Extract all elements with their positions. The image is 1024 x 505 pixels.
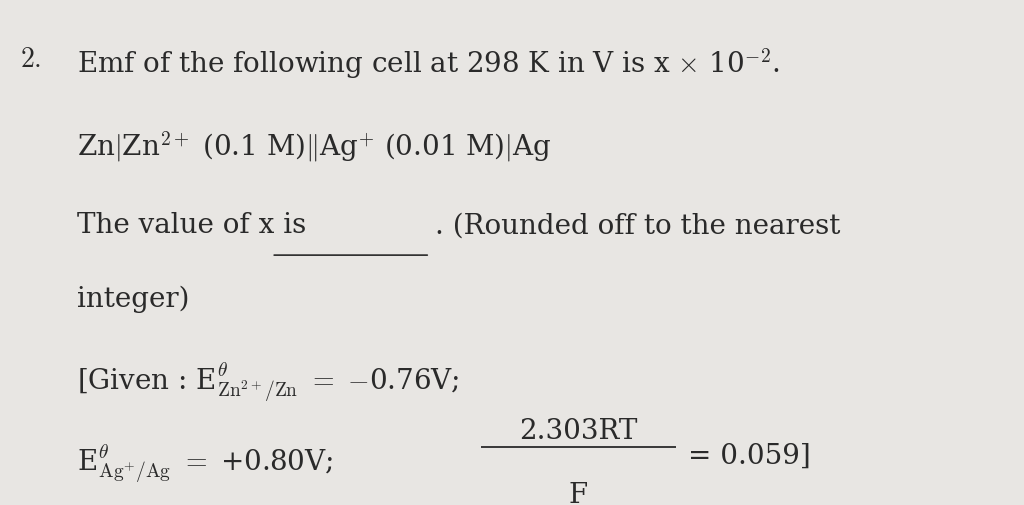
Text: integer): integer) [77, 285, 189, 313]
Text: Zn$|$Zn$^{2+}$ (0.1 M)$\|$Ag$^{+}$ (0.01 M)$|$Ag: Zn$|$Zn$^{2+}$ (0.1 M)$\|$Ag$^{+}$ (0.01… [77, 129, 551, 164]
Text: The value of x is: The value of x is [77, 212, 306, 239]
Text: F: F [569, 481, 588, 505]
Text: . (Rounded off to the nearest: . (Rounded off to the nearest [435, 212, 841, 239]
Text: [Given : E$^{\theta}_{\mathrm{Zn^{2+}/Zn}}$ $=$ $-$0.76V;: [Given : E$^{\theta}_{\mathrm{Zn^{2+}/Zn… [77, 359, 460, 403]
Text: 2.303RT: 2.303RT [519, 417, 638, 444]
Text: = 0.059]: = 0.059] [688, 442, 811, 469]
Text: E$^{\theta}_{\mathrm{Ag^{+}/Ag}}$ $=$ +0.80V;: E$^{\theta}_{\mathrm{Ag^{+}/Ag}}$ $=$ +0… [77, 442, 333, 485]
Text: $\mathbf{2.}$: $\mathbf{2.}$ [20, 46, 42, 73]
Text: Emf of the following cell at 298 K in V is x $\times$ 10$^{-2}$.: Emf of the following cell at 298 K in V … [77, 46, 779, 81]
